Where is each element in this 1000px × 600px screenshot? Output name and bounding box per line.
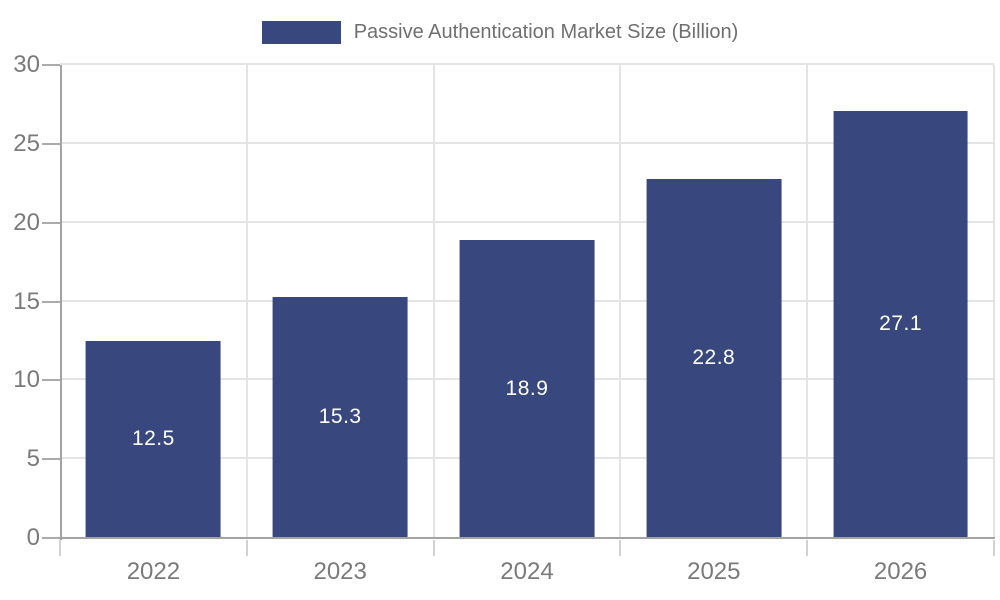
gridline-vertical	[432, 65, 435, 538]
x-tick-mark	[993, 540, 995, 556]
y-tick-mark	[42, 221, 60, 224]
gridline-vertical	[806, 65, 809, 538]
x-tick-mark	[806, 540, 809, 556]
y-tick-label: 10	[13, 366, 40, 394]
y-tick-mark	[42, 458, 60, 461]
gridline-horizontal	[60, 141, 994, 144]
gridline-vertical	[245, 65, 248, 538]
x-tick-label: 2023	[313, 558, 367, 585]
y-tick-mark	[42, 142, 60, 145]
bar-value-label: 18.9	[505, 377, 549, 400]
gridline-horizontal	[60, 63, 994, 65]
y-tick-mark	[42, 379, 60, 382]
bar-2026: 27.1	[833, 110, 969, 538]
bar-value-label: 27.1	[879, 312, 923, 336]
gridline-vertical	[619, 65, 622, 538]
y-tick-label: 25	[13, 129, 40, 157]
x-axis-line	[59, 537, 995, 539]
y-tick-mark	[42, 537, 60, 539]
x-tick-mark	[245, 540, 248, 556]
y-tick-label: 30	[13, 51, 40, 78]
bar-value-label: 22.8	[692, 346, 736, 370]
y-tick-label: 0	[26, 524, 40, 551]
gridline-vertical	[993, 65, 995, 538]
x-tick-label: 2025	[687, 558, 741, 585]
x-tick-mark	[432, 540, 435, 556]
y-tick-label: 5	[26, 445, 40, 473]
plot-area: 12.5 15.3 18.9 22.8 27.1	[60, 63, 995, 538]
x-tick-label: 2026	[873, 558, 928, 585]
legend: Passive Authentication Market Size (Bill…	[0, 14, 1000, 50]
x-tick-label: 2024	[500, 558, 554, 585]
y-axis-line	[60, 65, 62, 540]
y-tick-label: 15	[13, 287, 40, 315]
y-tick-label: 20	[13, 208, 40, 236]
x-tick-label: 2022	[126, 558, 181, 585]
x-tick-mark	[619, 540, 622, 556]
x-tick-mark	[59, 540, 61, 556]
bar-2024: 18.9	[459, 240, 595, 538]
bar-value-label: 15.3	[318, 405, 362, 429]
y-tick-mark	[42, 64, 60, 66]
gridline-horizontal	[60, 220, 994, 223]
y-tick-mark	[42, 300, 60, 303]
legend-label: Passive Authentication Market Size (Bill…	[353, 20, 739, 43]
legend-swatch	[261, 20, 341, 44]
bar-2023: 15.3	[272, 296, 408, 538]
bar-value-label: 12.5	[131, 427, 175, 451]
bar-2025: 22.8	[646, 178, 782, 538]
bar-2022: 12.5	[85, 340, 221, 538]
